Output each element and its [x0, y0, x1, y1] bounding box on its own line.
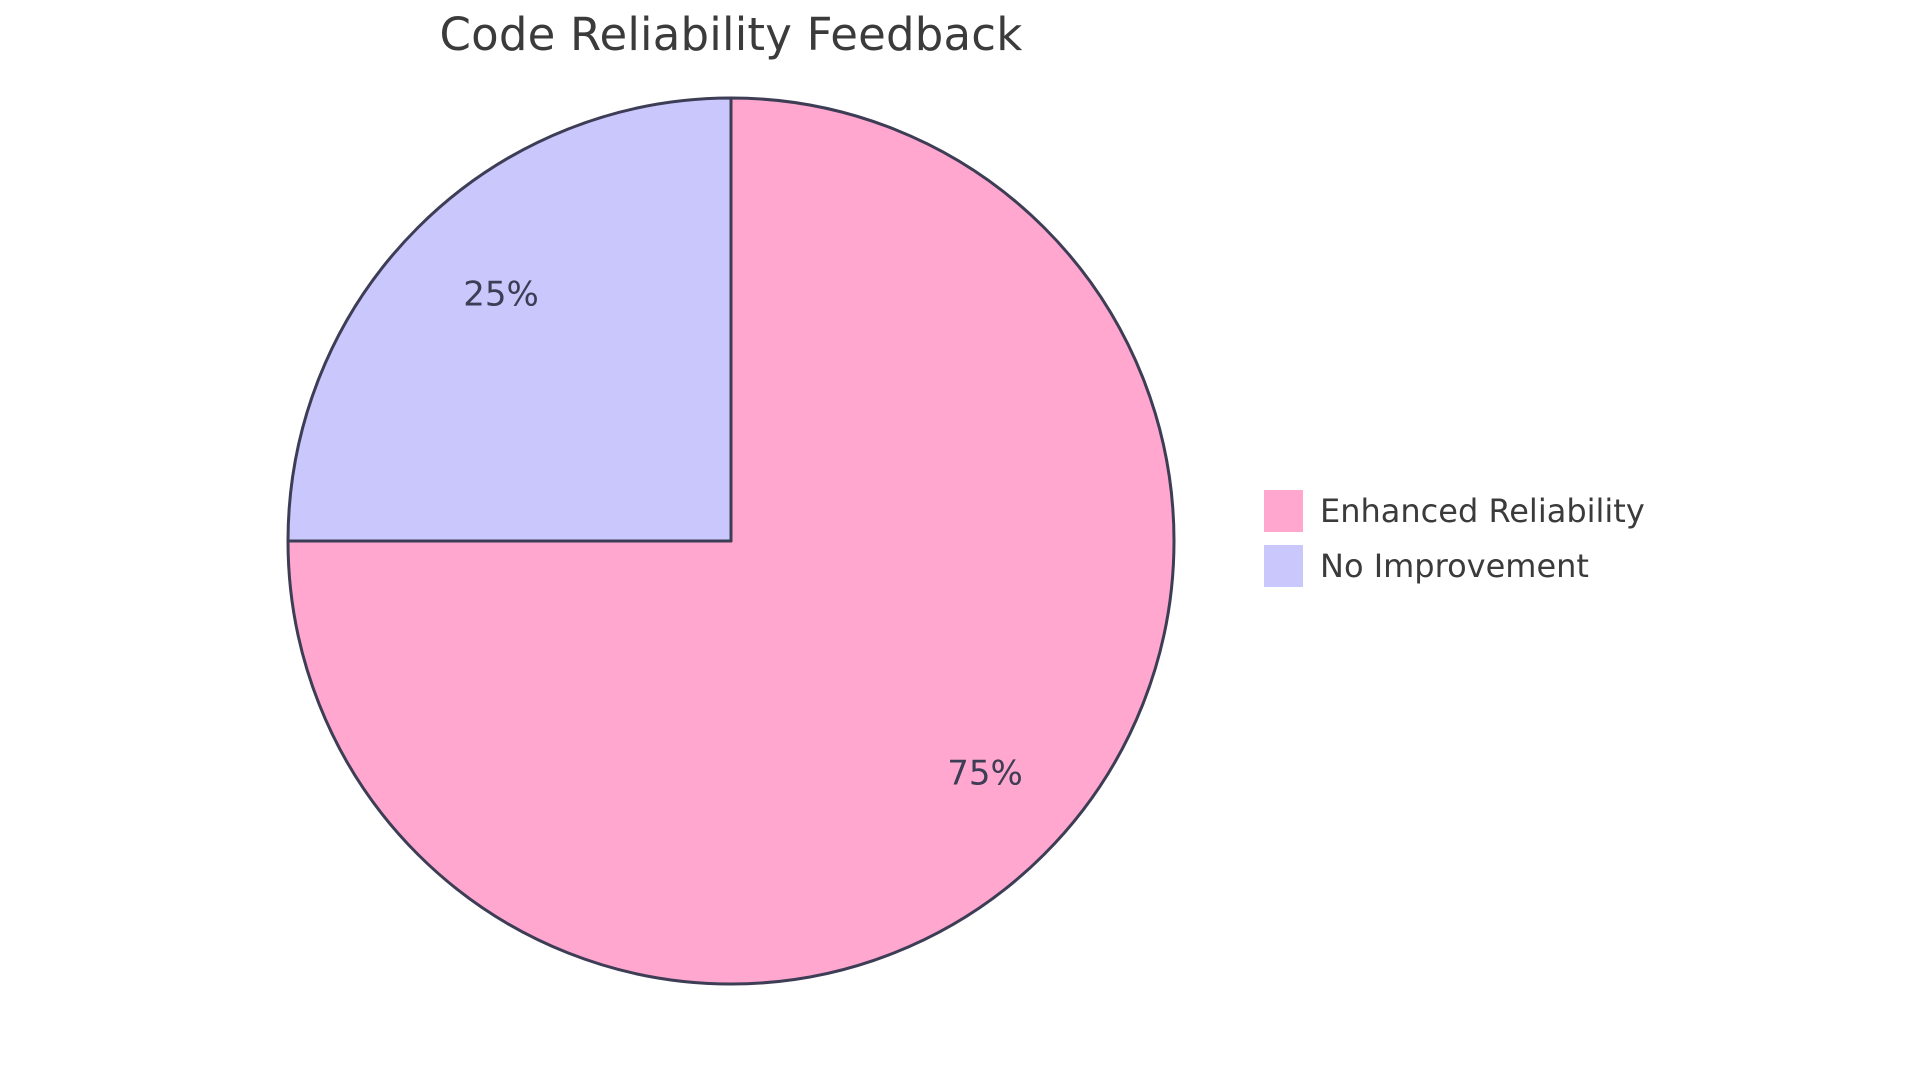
pie-label-no-improvement: 25% — [463, 275, 539, 315]
legend-item-enhanced-reliability[interactable]: Enhanced Reliability — [1264, 490, 1645, 532]
legend-item-no-improvement[interactable]: No Improvement — [1264, 545, 1645, 587]
pie-label-enhanced-reliability: 75% — [947, 754, 1023, 794]
page-title: Code Reliability Feedback — [439, 8, 1023, 61]
pie-slice-no-improvement[interactable] — [286, 96, 733, 543]
legend-label-no-improvement: No Improvement — [1320, 547, 1589, 585]
legend-swatch-enhanced-reliability — [1264, 490, 1303, 532]
legend: Enhanced Reliability No Improvement — [1264, 490, 1645, 587]
legend-label-enhanced-reliability: Enhanced Reliability — [1320, 492, 1645, 530]
pie-chart-area: 75% 25% — [285, 95, 1177, 987]
pie-chart-svg: 75% 25% — [286, 96, 1176, 986]
legend-swatch-no-improvement — [1264, 545, 1303, 587]
